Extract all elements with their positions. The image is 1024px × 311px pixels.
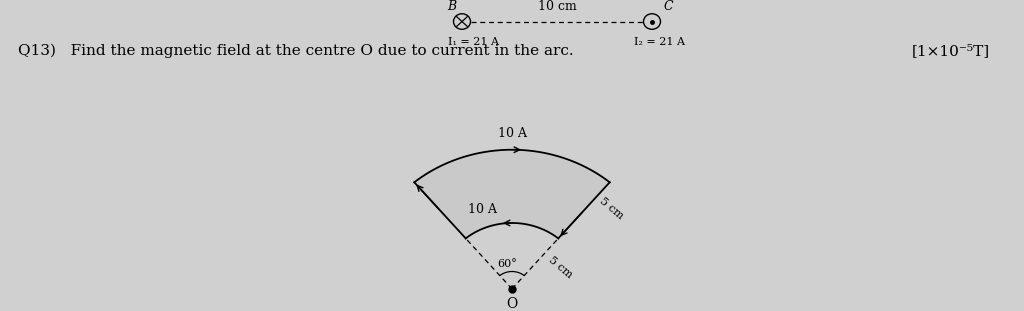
Text: B: B xyxy=(447,0,457,13)
Text: [1×10⁻⁵T]: [1×10⁻⁵T] xyxy=(912,44,990,58)
Text: Q13)   Find the magnetic field at the centre O due to current in the arc.: Q13) Find the magnetic field at the cent… xyxy=(18,44,573,58)
Text: C: C xyxy=(664,0,674,13)
Text: 5 cm: 5 cm xyxy=(547,255,574,280)
Text: I₂ = 21 A: I₂ = 21 A xyxy=(635,37,685,47)
Text: 10 A: 10 A xyxy=(468,203,497,216)
Text: I₁ = 21 A: I₁ = 21 A xyxy=(449,37,500,47)
Text: O: O xyxy=(507,297,517,311)
Text: 10 A: 10 A xyxy=(498,127,526,140)
Text: 60°: 60° xyxy=(497,259,517,269)
Text: 5 cm: 5 cm xyxy=(598,196,626,221)
Text: 10 cm: 10 cm xyxy=(538,0,577,13)
Polygon shape xyxy=(415,150,609,239)
